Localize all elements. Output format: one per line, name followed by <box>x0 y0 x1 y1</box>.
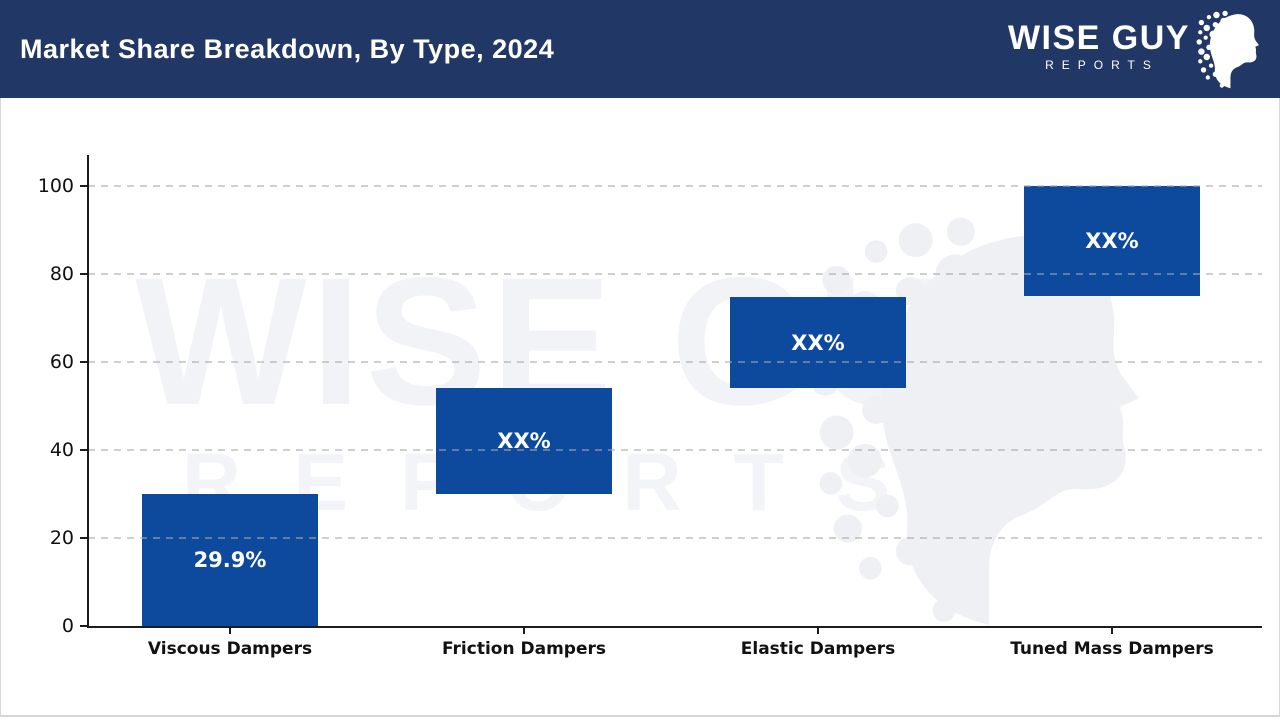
x-axis-line <box>87 626 1262 628</box>
bar-value-label: XX% <box>791 330 845 355</box>
x-axis-label: Viscous Dampers <box>147 639 313 659</box>
gridline <box>88 449 1262 451</box>
page-title: Market Share Breakdown, By Type, 2024 <box>20 34 555 64</box>
logo-subtitle: REPORTS <box>1045 58 1159 73</box>
y-axis-tick <box>80 625 88 627</box>
x-axis-tick <box>229 628 231 634</box>
y-axis-tick-label: 80 <box>49 263 74 285</box>
y-axis-tick-label: 60 <box>49 351 74 373</box>
gridline <box>88 185 1262 187</box>
x-axis-label: Friction Dampers <box>442 639 606 659</box>
y-axis-tick <box>80 449 88 451</box>
y-axis-tick <box>80 185 88 187</box>
y-axis-tick-label: 40 <box>49 439 74 461</box>
y-axis-tick <box>80 537 88 539</box>
x-axis-label: Elastic Dampers <box>740 639 896 659</box>
gridline <box>88 361 1262 363</box>
gridline <box>88 537 1262 539</box>
bar-value-label: XX% <box>1085 229 1139 253</box>
y-axis-tick <box>80 361 88 363</box>
x-axis-tick <box>523 628 525 634</box>
logo-dotted-face-icon <box>1196 10 1259 89</box>
bar <box>436 388 612 495</box>
x-axis-label: Tuned Mass Dampers <box>1010 639 1214 659</box>
y-axis-tick-label: 0 <box>61 615 74 637</box>
y-axis-tick-label: 20 <box>49 527 74 549</box>
header-bar: Market Share Breakdown, By Type, 2024 WI… <box>0 0 1280 98</box>
bar <box>730 296 906 389</box>
y-axis-line <box>87 155 89 628</box>
bar <box>1024 186 1200 296</box>
x-axis-tick <box>817 628 819 634</box>
bar-value-label: 29.9% <box>193 548 267 573</box>
wise-guy-reports-logo: WISE GUY REPORTS <box>1008 6 1268 94</box>
bar <box>142 494 318 626</box>
bar-value-label: XX% <box>497 429 551 454</box>
y-axis-tick-label: 100 <box>37 175 74 197</box>
y-axis-tick <box>80 273 88 275</box>
x-axis-tick <box>1111 628 1113 634</box>
gridline <box>88 273 1262 275</box>
logo-wordmark: WISE GUY <box>1007 19 1190 57</box>
